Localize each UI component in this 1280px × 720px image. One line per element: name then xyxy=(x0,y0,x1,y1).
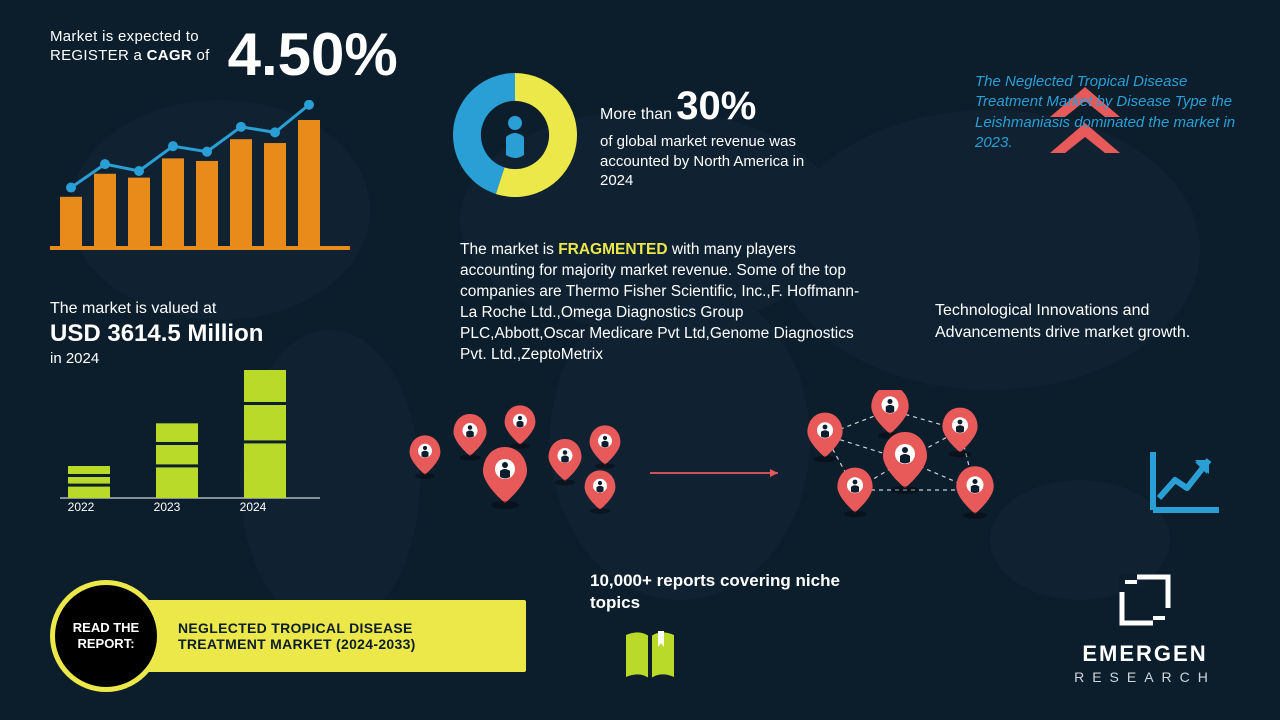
valuation-l1: The market is valued at xyxy=(50,300,330,318)
green-bars-chart xyxy=(60,370,320,520)
donut-rest: of global market revenue was accounted b… xyxy=(600,133,804,189)
green-bar-label: 2022 xyxy=(60,500,102,520)
pins-arrow xyxy=(650,465,790,467)
frag-hl: FRAGMENTED xyxy=(558,241,667,258)
leishmaniasis-text: The Neglected Tropical Disease Treatment… xyxy=(975,72,1240,153)
logo: EMERGEN RESEARCH xyxy=(1055,565,1235,685)
pins-right xyxy=(800,390,1030,530)
frag-post: with many players accounting for majorit… xyxy=(460,241,859,363)
valuation-block: The market is valued at USD 3614.5 Milli… xyxy=(50,300,330,367)
cagr-label: Market is expected to REGISTER a CAGR of xyxy=(50,28,210,66)
growth-arrow-icon xyxy=(1145,440,1225,520)
cagr-value: 4.50% xyxy=(228,28,398,82)
cagr-block: Market is expected to REGISTER a CAGR of… xyxy=(50,28,398,82)
valuation-l3: in 2024 xyxy=(50,350,330,367)
donut-big: 30% xyxy=(676,80,756,132)
fragmented-text: The market is FRAGMENTED with many playe… xyxy=(460,240,860,366)
read-circle: READ THE REPORT: xyxy=(50,580,162,692)
green-bar-label: 2024 xyxy=(232,500,274,520)
logo-sub: RESEARCH xyxy=(1055,669,1235,685)
donut-lead: More than xyxy=(600,106,672,123)
donut-chart xyxy=(445,65,585,205)
read-circle-text: READ THE REPORT: xyxy=(66,620,146,653)
valuation-l2: USD 3614.5 Million xyxy=(50,320,330,348)
frag-pre: The market is xyxy=(460,241,558,258)
donut-text: More than 30% of global market revenue w… xyxy=(600,80,830,191)
reports-text: 10,000+ reports covering niche topics xyxy=(590,570,870,614)
book-icon xyxy=(620,625,680,685)
green-bars-labels: 2022 2023 2024 xyxy=(60,500,320,520)
logo-name: EMERGEN xyxy=(1055,641,1235,667)
pins-left xyxy=(390,400,650,520)
barline-chart xyxy=(50,100,350,260)
cagr-line1: Market is expected to xyxy=(50,28,210,47)
cagr-line2: REGISTER a CAGR of xyxy=(50,47,210,66)
read-report-badge[interactable]: READ THE REPORT: NEGLECTED TROPICAL DISE… xyxy=(50,580,526,692)
read-bar: NEGLECTED TROPICAL DISEASE TREATMENT MAR… xyxy=(106,600,526,672)
green-bar-label: 2023 xyxy=(146,500,188,520)
tech-text: Technological Innovations and Advancemen… xyxy=(935,300,1225,343)
logo-mark-icon xyxy=(1110,565,1180,635)
